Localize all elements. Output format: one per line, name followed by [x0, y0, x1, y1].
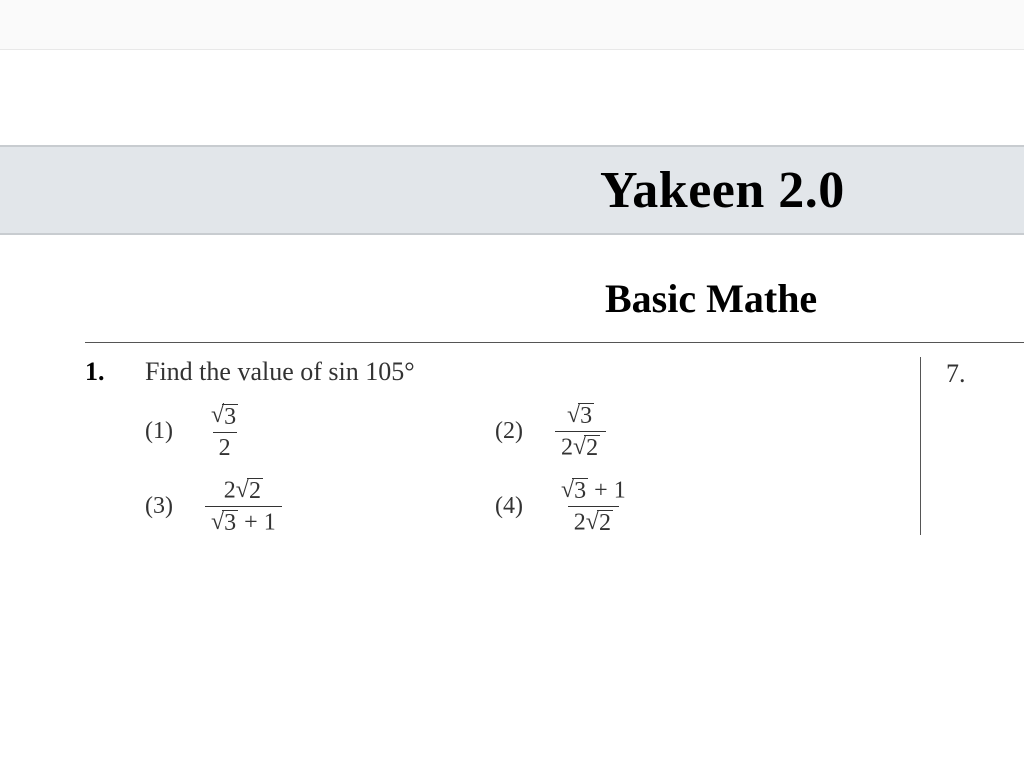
option-value: √3 + 1 2√2	[555, 478, 632, 535]
option-label: (4)	[495, 493, 555, 520]
option-value: 2√2 √3 + 1	[205, 478, 282, 535]
top-spacer	[0, 0, 1024, 50]
header-band: Yakeen 2.0	[0, 145, 1024, 235]
section-title: Basic Mathe	[0, 275, 1024, 322]
option-value: √3 2	[205, 404, 244, 460]
content-row: 1. Find the value of sin 105° (1) √3 2 (…	[0, 357, 1024, 535]
option-2: (2) √3 2√2	[495, 403, 835, 460]
question-line: 1. Find the value of sin 105°	[85, 357, 920, 387]
page: Yakeen 2.0 Basic Mathe 1. Find the value…	[0, 0, 1024, 759]
divider	[85, 342, 1024, 343]
header-title: Yakeen 2.0	[600, 161, 845, 220]
option-4: (4) √3 + 1 2√2	[495, 478, 835, 535]
question-text: Find the value of sin 105°	[145, 357, 415, 387]
question-number: 1.	[85, 357, 145, 387]
option-label: (1)	[145, 418, 205, 445]
options-grid: (1) √3 2 (2) √3 2√2 (3) 2√2	[145, 403, 920, 535]
option-1: (1) √3 2	[145, 403, 485, 460]
left-column: 1. Find the value of sin 105° (1) √3 2 (…	[0, 357, 920, 535]
right-question-number: 7.	[946, 359, 1024, 389]
option-3: (3) 2√2 √3 + 1	[145, 478, 485, 535]
option-value: √3 2√2	[555, 403, 606, 460]
option-label: (3)	[145, 493, 205, 520]
right-column: 7.	[920, 357, 1024, 535]
option-label: (2)	[495, 418, 555, 445]
